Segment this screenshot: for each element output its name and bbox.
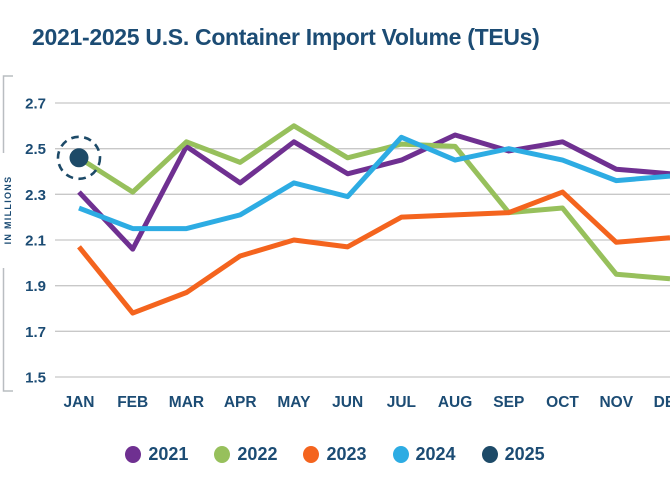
x-tick-label: AUG <box>438 394 472 411</box>
x-tick-label: JAN <box>63 394 94 411</box>
legend-swatch-2023-icon <box>303 446 320 463</box>
legend-swatch-2024-icon <box>392 446 409 463</box>
legend-label-2022: 2022 <box>237 444 278 464</box>
legend-label-2023: 2023 <box>326 444 367 464</box>
series-line-2023 <box>77 189 670 316</box>
x-tick-label: MAR <box>169 394 204 411</box>
y-tick-label: 1.5 <box>25 370 46 387</box>
chart-title: 2021-2025 U.S. Container Import Volume (… <box>32 24 540 50</box>
legend-swatch-2021-icon <box>125 446 142 463</box>
legend-item-2025: 2025 <box>481 444 545 465</box>
legend-swatch-2022-icon <box>214 446 231 463</box>
legend-label-2025: 2025 <box>504 444 545 464</box>
y-tick-label: 1.7 <box>25 324 46 341</box>
series-point-2025 <box>69 148 89 168</box>
legend-item-2023: 2023 <box>303 444 367 465</box>
x-tick-label: FEB <box>117 394 148 411</box>
x-tick-label: JUL <box>387 394 416 411</box>
axis-bracket-bottom <box>2 268 13 392</box>
chart-canvas: 2.7 2.5 2.3 2.1 1.9 1.7 1.5 IN MILLIONS JAN FEB MA… <box>2 75 670 411</box>
highlight-dashed-circle-icon <box>56 135 102 181</box>
x-tick-label: DEC <box>654 394 670 411</box>
axis-bracket-top <box>2 75 13 153</box>
x-tick-label: SEP <box>493 394 524 411</box>
x-tick-label: JUN <box>332 394 363 411</box>
x-tick-label: MAY <box>277 394 311 411</box>
legend-swatch-2025-icon <box>481 446 498 463</box>
legend-item-2024: 2024 <box>392 444 456 465</box>
x-tick-label: NOV <box>599 394 633 411</box>
legend-item-2021: 2021 <box>125 444 188 465</box>
legend-label-2021: 2021 <box>148 444 189 464</box>
y-axis-title: IN MILLIONS <box>3 176 13 245</box>
y-tick-label: 2.7 <box>25 96 46 113</box>
y-tick-label: 2.3 <box>25 187 46 204</box>
legend-label-2024: 2024 <box>415 444 456 464</box>
y-tick-label: 1.9 <box>25 278 46 295</box>
chart-legend: 2021 2022 2023 2024 2025 <box>0 444 670 465</box>
legend-item-2022: 2022 <box>214 444 277 465</box>
x-tick-label: OCT <box>546 394 579 411</box>
y-tick-label: 2.1 <box>25 233 46 250</box>
series-line-2024 <box>78 134 670 232</box>
series-line-2022 <box>77 123 670 282</box>
y-tick-label: 2.5 <box>25 141 46 158</box>
x-tick-label: APR <box>224 394 257 411</box>
